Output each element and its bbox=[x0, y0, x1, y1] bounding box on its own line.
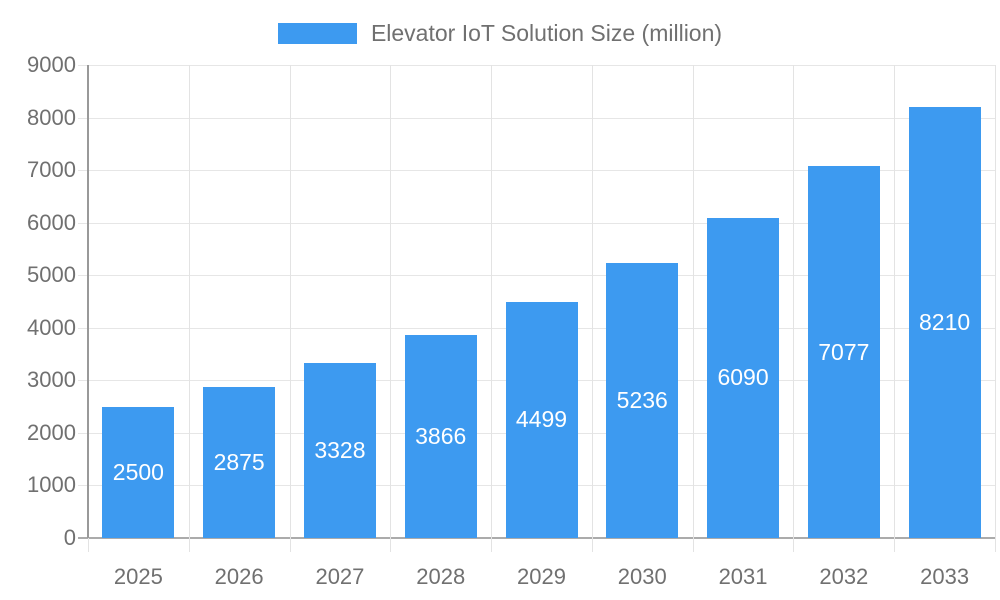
x-axis-tick-label: 2026 bbox=[214, 564, 264, 589]
x-gridline bbox=[491, 65, 493, 552]
legend-swatch-icon bbox=[277, 22, 357, 44]
x-gridline bbox=[995, 65, 996, 552]
y-axis-tick-label: 4000 bbox=[27, 314, 76, 340]
y-axis-line bbox=[87, 65, 89, 538]
x-axis-tick-label: 2029 bbox=[517, 564, 566, 589]
bar-2032 bbox=[807, 166, 880, 538]
y-gridline bbox=[78, 65, 995, 66]
x-gridline bbox=[591, 65, 593, 552]
bar-2026 bbox=[203, 386, 276, 538]
y-axis-tick-label: 0 bbox=[63, 525, 76, 550]
x-axis-tick-label: 2030 bbox=[617, 564, 667, 589]
bar-2027 bbox=[303, 363, 376, 538]
x-gridline bbox=[289, 65, 291, 552]
y-axis-tick-label: 5000 bbox=[27, 262, 76, 288]
x-gridline bbox=[390, 65, 392, 552]
y-axis-tick-label: 1000 bbox=[27, 472, 76, 498]
bar-2028 bbox=[404, 334, 477, 538]
x-gridline bbox=[692, 65, 694, 552]
bar-2029 bbox=[505, 301, 578, 538]
x-axis-baseline bbox=[78, 537, 995, 539]
x-axis-tick-label: 2028 bbox=[416, 564, 466, 589]
y-gridline bbox=[78, 117, 995, 119]
y-axis-tick-label: 9000 bbox=[27, 52, 76, 77]
legend: Elevator IoT Solution Size (million) bbox=[0, 19, 1000, 47]
y-axis-tick-label: 8000 bbox=[27, 104, 76, 130]
y-gridline bbox=[78, 222, 995, 224]
y-axis-tick-label: 6000 bbox=[27, 209, 76, 235]
bar-2033 bbox=[908, 106, 981, 538]
y-axis-tick-label: 3000 bbox=[27, 367, 76, 393]
y-axis-tick-label: 7000 bbox=[27, 157, 76, 183]
x-axis-tick-label: 2032 bbox=[819, 564, 869, 589]
bar-2030 bbox=[606, 262, 679, 538]
x-axis-tick-label: 2031 bbox=[718, 564, 768, 589]
y-axis-tick-label: 2000 bbox=[27, 419, 76, 445]
y-gridline bbox=[78, 275, 995, 277]
bar-2031 bbox=[707, 217, 780, 538]
x-axis-tick-label: 2025 bbox=[113, 564, 163, 589]
x-gridline bbox=[894, 65, 896, 552]
bar-2025 bbox=[102, 406, 175, 538]
x-gridline bbox=[188, 65, 190, 552]
x-gridline bbox=[793, 65, 795, 552]
y-gridline bbox=[78, 170, 995, 172]
legend-label: Elevator IoT Solution Size (million) bbox=[370, 19, 723, 46]
x-axis-tick-label: 2027 bbox=[315, 564, 365, 589]
x-axis-tick-label: 2033 bbox=[920, 564, 970, 589]
